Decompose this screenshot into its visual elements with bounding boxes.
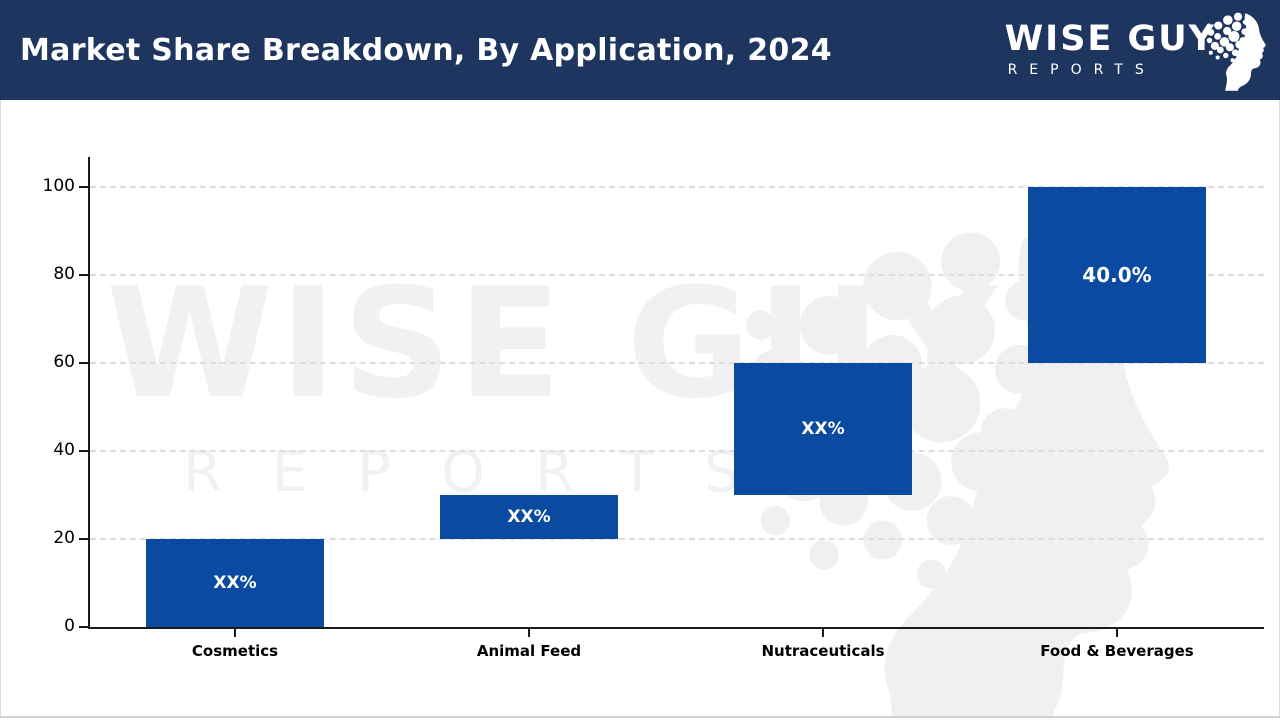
chart-area: WISE GUY REPORTS 0 20 40 60 80 100 XX% XX% XX% 40… (0, 100, 1280, 718)
logo-wordmark: WISE GUY (1004, 19, 1216, 59)
bar-value-label: XX% (507, 507, 551, 527)
wise-guy-reports-logo: WISE GUY REPORTS (1005, 6, 1270, 94)
y-tick-label-100: 100 (42, 176, 75, 196)
gridline-80 (90, 274, 1264, 276)
y-tick-label-20: 20 (53, 528, 75, 548)
bar-animal-feed: XX% (440, 495, 618, 539)
y-tick-label-60: 60 (53, 352, 75, 372)
gridline-40 (90, 450, 1264, 452)
x-tick-label-3: Food & Beverages (1040, 642, 1194, 660)
y-tick-20 (79, 538, 88, 540)
header-band: Market Share Breakdown, By Application, … (0, 0, 1280, 100)
y-tick-label-0: 0 (64, 616, 75, 636)
y-tick-0 (79, 626, 88, 628)
x-tick-label-1: Animal Feed (476, 642, 582, 660)
logo-text: WISE GUY REPORTS (1004, 19, 1216, 79)
x-tick-0 (234, 629, 236, 637)
bar-value-label: XX% (801, 419, 845, 439)
page-title: Market Share Breakdown, By Application, … (20, 32, 832, 68)
y-tick-100 (79, 186, 88, 188)
dotted-head-icon (1206, 12, 1266, 91)
y-tick-40 (79, 450, 88, 452)
x-tick-label-0: Cosmetics (191, 642, 279, 660)
x-tick-2 (822, 629, 824, 637)
y-tick-label-80: 80 (53, 264, 75, 284)
y-tick-label-40: 40 (53, 440, 75, 460)
bar-cosmetics: XX% (146, 539, 324, 627)
y-tick-60 (79, 362, 88, 364)
gridline-60 (90, 362, 1264, 364)
y-axis-spine (88, 157, 90, 629)
watermark-subtitle: REPORTS (183, 440, 790, 505)
y-tick-80 (79, 274, 88, 276)
bar-value-label: 40.0% (1082, 263, 1152, 287)
gridline-20 (90, 538, 1264, 540)
bar-value-label: XX% (213, 573, 257, 593)
plot: 0 20 40 60 80 100 XX% XX% XX% 40.0% Cosmetics Anima… (1, 100, 1279, 716)
x-axis-spine (88, 627, 1264, 629)
gridline-100 (90, 186, 1264, 188)
x-tick-1 (528, 629, 530, 637)
x-tick-label-2: Nutraceuticals (761, 642, 885, 660)
logo-subtitle: REPORTS (1007, 62, 1156, 78)
bar-food-beverages: 40.0% (1028, 187, 1206, 363)
x-tick-3 (1116, 629, 1118, 637)
bar-nutraceuticals: XX% (734, 363, 912, 495)
